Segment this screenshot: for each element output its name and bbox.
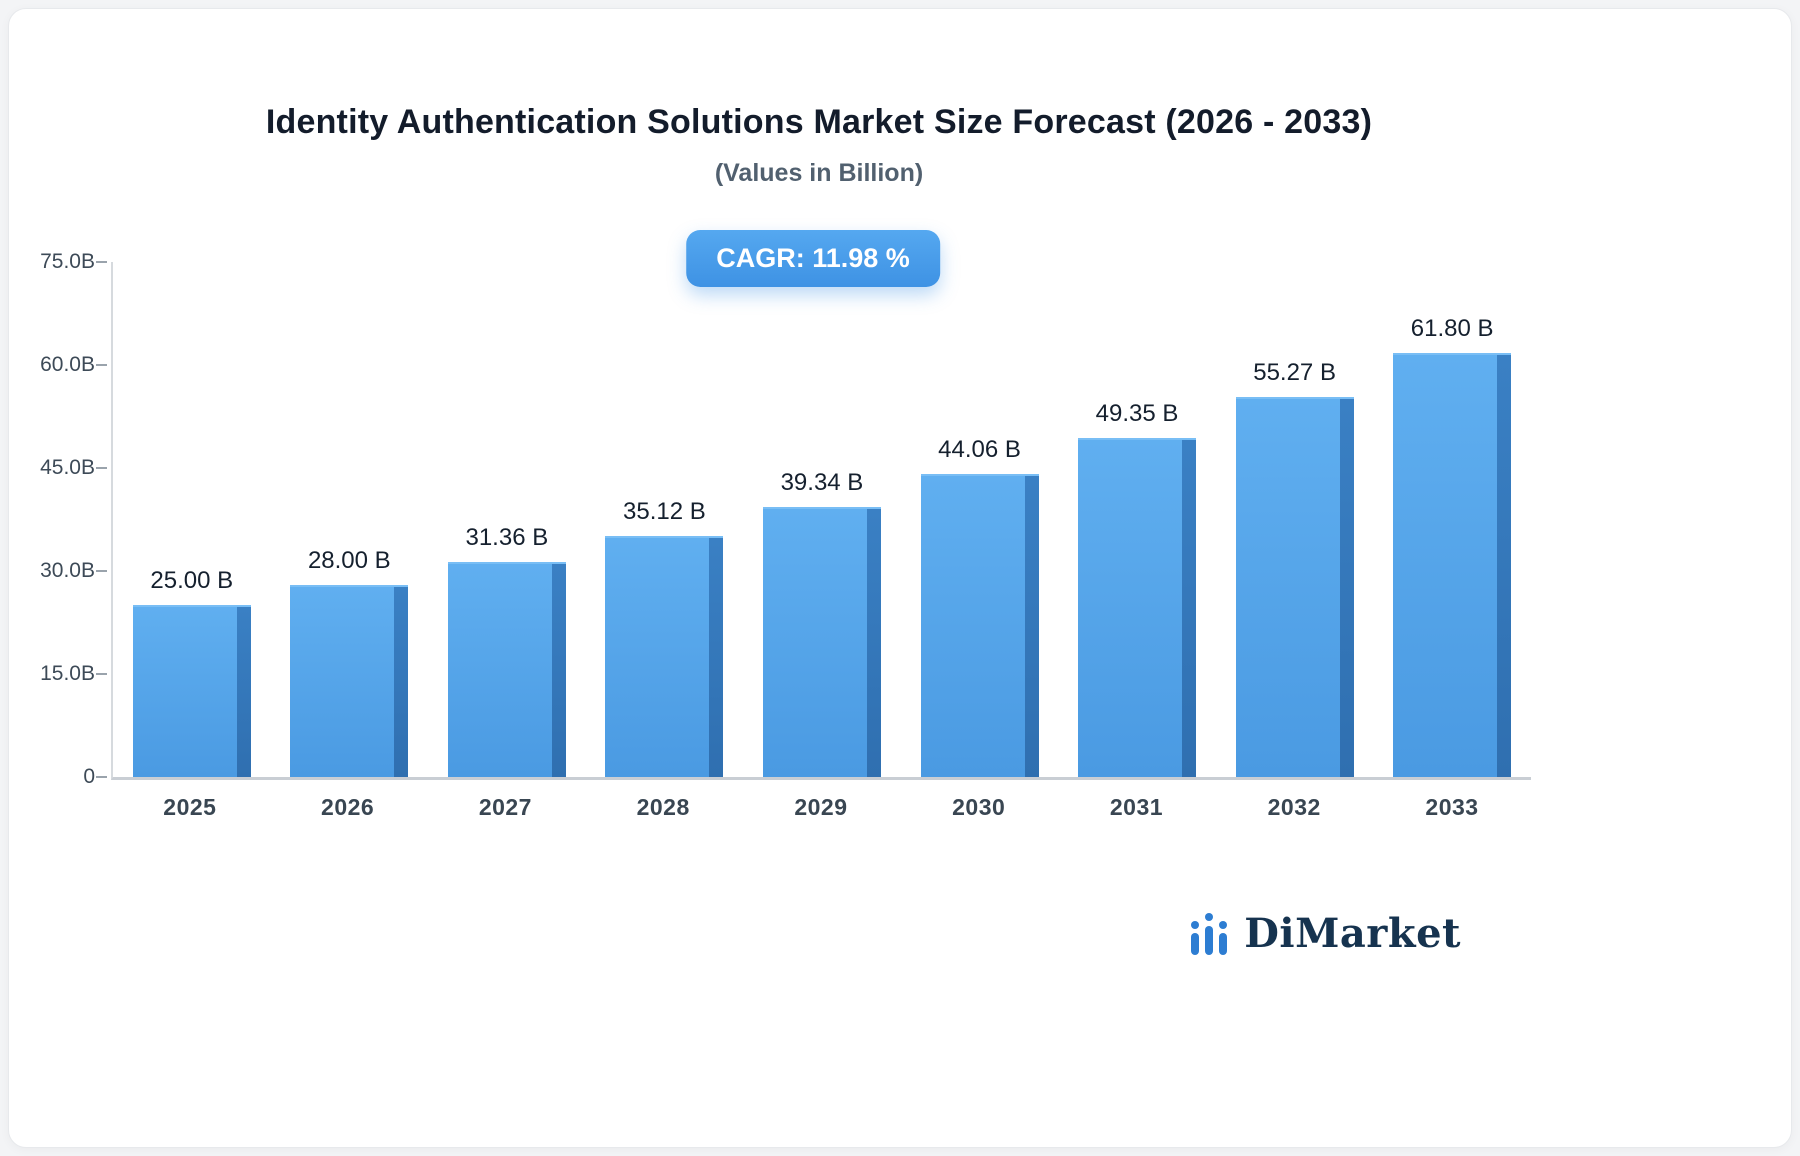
bar-2031 [1078,438,1197,777]
bar-value-label: 44.06 B [938,436,1021,464]
bar-column: 55.27 B [1235,262,1354,777]
bars: 25.00 B 28.00 B 31.36 B 35.12 B 39.34 B 44.06… [113,262,1531,777]
bar-column: 31.36 B [447,262,566,777]
bar-column: 35.12 B [605,262,724,777]
bar-side-shade [866,508,881,777]
bar-value-label: 25.00 B [150,567,234,595]
y-tick-label: 15.0B [40,662,95,685]
y-tick-mark [96,776,107,778]
bar-value-label: 55.27 B [1253,359,1336,387]
chart-title: Identity Authentication Solutions Market… [265,103,1373,141]
bar-side-shade [1182,440,1197,777]
bar-2028 [605,535,724,777]
bar-side-shade [1497,354,1512,777]
x-axis-label: 2025 [163,794,217,820]
x-axis-label: 2030 [952,794,1006,820]
x-axis-label: 2026 [321,794,375,820]
bar-2026 [290,584,409,777]
bar-2027 [447,561,566,777]
y-tick-mark [96,261,107,263]
x-axis-label: 2027 [478,794,532,820]
bar-column: 28.00 B [290,262,409,777]
y-tick-mark [96,364,107,366]
bar-value-label: 31.36 B [465,523,549,551]
bar-chart-icon [1191,913,1228,955]
logo-text: DiMarket [1244,909,1461,957]
y-tick-mark [96,570,107,572]
bar-side-shade [394,586,409,777]
x-axis-label: 2032 [1267,794,1321,820]
bar-2032 [1235,397,1354,777]
bar-column: 49.35 B [1078,262,1197,777]
bar-value-label: 28.00 B [307,546,391,574]
y-tick-label: 75.0B [40,250,95,273]
bar-side-shade [1024,476,1039,777]
bar-side-shade [551,563,566,777]
bar-column: 44.06 B [920,262,1039,777]
x-axis-label: 2033 [1425,794,1479,820]
bar-value-label: 61.80 B [1410,314,1494,342]
bar-column: 39.34 B [762,262,881,777]
y-tick-label: 0 [83,765,95,788]
plot-area: 25.00 B 28.00 B 31.36 B 35.12 B 39.34 B 44.06… [40,250,1531,788]
y-tick-label: 60.0B [40,353,95,376]
bar-chart: 25.00 B 28.00 B 31.36 B 35.12 B 39.34 B 44.06… [39,250,1599,821]
bar-side-shade [236,607,251,777]
x-axis-label: 2028 [636,794,690,820]
bar-column: 25.00 B [132,262,251,777]
bar-side-shade [1339,399,1354,777]
x-axis-label: 2031 [1109,794,1164,820]
bar-2025 [132,605,251,777]
chart-card: Identity Authentication Solutions Market… [8,8,1792,1148]
y-tick-label: 30.0B [40,559,95,582]
bar-column: 61.80 B [1393,262,1512,777]
cagr-badge: CAGR: 11.98 % [686,230,940,287]
y-tick-label: 45.0B [40,456,95,479]
x-axis-label: 2029 [794,794,848,820]
bar-2029 [762,506,881,777]
y-tick-mark [96,467,107,469]
bar-2030 [920,474,1039,777]
bar-side-shade [709,537,724,777]
chart-subtitle: (Values in Billion) [714,159,924,187]
bar-value-label: 35.12 B [623,497,706,525]
bar-value-label: 49.35 B [1095,400,1179,428]
y-tick-mark [96,673,107,675]
dimarket-logo: DiMarket [1186,909,1461,957]
bar-value-label: 39.34 B [780,468,864,496]
bar-2033 [1393,352,1512,777]
x-axis-labels: 2025 2026 2027 2028 2029 2030 2031 2032 2033 [111,794,1531,821]
